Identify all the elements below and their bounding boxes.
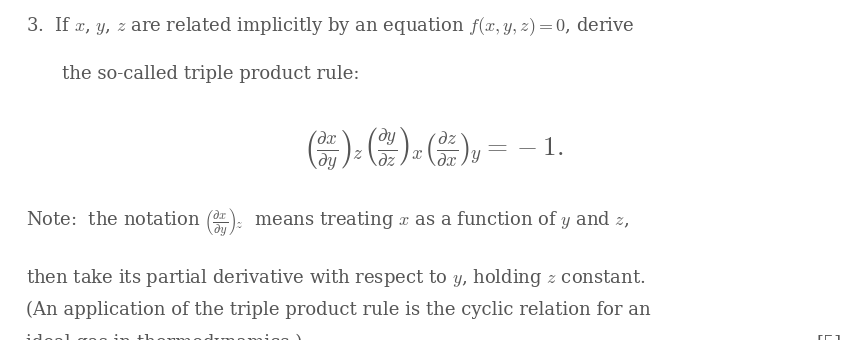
Text: Note:  the notation $\left(\frac{\partial x}{\partial y}\right)_{\!z}$  means tr: Note: the notation $\left(\frac{\partial… [26,207,630,239]
Text: $\left(\frac{\partial x}{\partial y}\right)_{\!z}\left(\frac{\partial y}{\partia: $\left(\frac{\partial x}{\partial y}\rig… [303,126,563,173]
Text: the so-called triple product rule:: the so-called triple product rule: [62,65,360,83]
Text: 3.  If $x$, $y$, $z$ are related implicitly by an equation $f(x, y, z) = 0$, der: 3. If $x$, $y$, $z$ are related implicit… [26,15,635,38]
Text: [5]: [5] [817,334,842,340]
Text: (An application of the triple product rule is the cyclic relation for an: (An application of the triple product ru… [26,301,650,319]
Text: ideal gas in thermodynamics.): ideal gas in thermodynamics.) [26,334,302,340]
Text: then take its partial derivative with respect to $y$, holding $z$ constant.: then take its partial derivative with re… [26,267,645,289]
